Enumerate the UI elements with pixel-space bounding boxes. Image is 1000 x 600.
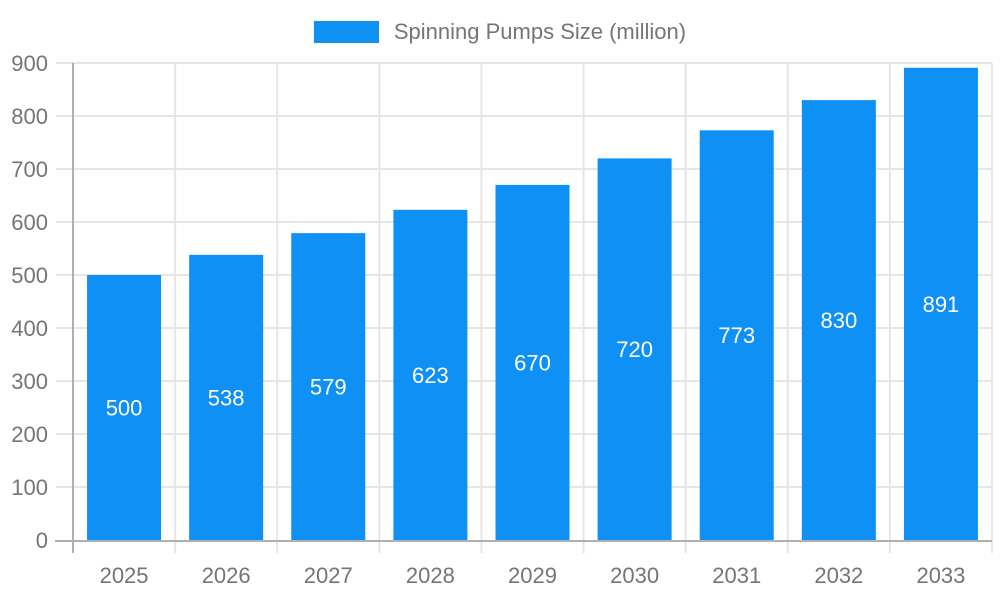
bar[interactable] bbox=[87, 275, 162, 540]
bar[interactable] bbox=[801, 100, 876, 540]
x-axis-category-label: 2028 bbox=[406, 563, 455, 588]
y-axis-tick-label: 700 bbox=[11, 157, 48, 182]
y-axis-tick-label: 600 bbox=[11, 210, 48, 235]
legend-label: Spinning Pumps Size (million) bbox=[393, 19, 687, 44]
x-axis-category-label: 2033 bbox=[916, 563, 965, 588]
bar[interactable] bbox=[597, 158, 672, 540]
y-axis-tick-label: 100 bbox=[11, 475, 48, 500]
bar[interactable] bbox=[903, 67, 978, 541]
bar[interactable] bbox=[189, 254, 264, 541]
bar-value-label: 830 bbox=[820, 308, 857, 333]
bar-value-label: 579 bbox=[310, 375, 347, 400]
y-axis-tick-label: 0 bbox=[36, 528, 48, 553]
y-axis-tick-label: 500 bbox=[11, 263, 48, 288]
y-axis-tick-label: 400 bbox=[11, 316, 48, 341]
x-axis-category-label: 2027 bbox=[304, 563, 353, 588]
bar[interactable] bbox=[393, 209, 468, 540]
bar-value-label: 670 bbox=[514, 350, 551, 375]
y-axis-tick-label: 800 bbox=[11, 104, 48, 129]
bar-value-label: 538 bbox=[208, 385, 245, 410]
y-axis-tick-label: 300 bbox=[11, 369, 48, 394]
bar-value-label: 720 bbox=[616, 337, 653, 362]
x-axis-category-label: 2031 bbox=[712, 563, 761, 588]
x-axis-category-label: 2029 bbox=[508, 563, 557, 588]
bar-value-label: 500 bbox=[106, 396, 143, 421]
bar[interactable] bbox=[699, 130, 774, 540]
bar-value-label: 623 bbox=[412, 363, 449, 388]
bar[interactable] bbox=[495, 184, 570, 540]
x-axis-category-label: 2030 bbox=[610, 563, 659, 588]
bar[interactable] bbox=[291, 233, 366, 540]
x-axis-category-label: 2026 bbox=[202, 563, 251, 588]
chart-legend[interactable]: Spinning Pumps Size (million) bbox=[0, 14, 1000, 50]
bar-value-label: 891 bbox=[923, 292, 960, 317]
x-axis-category-label: 2032 bbox=[814, 563, 863, 588]
y-axis-tick-label: 200 bbox=[11, 422, 48, 447]
y-axis-tick-label: 900 bbox=[11, 51, 48, 76]
x-axis-category-label: 2025 bbox=[100, 563, 149, 588]
legend-swatch[interactable] bbox=[313, 21, 379, 43]
bar-value-label: 773 bbox=[718, 323, 755, 348]
